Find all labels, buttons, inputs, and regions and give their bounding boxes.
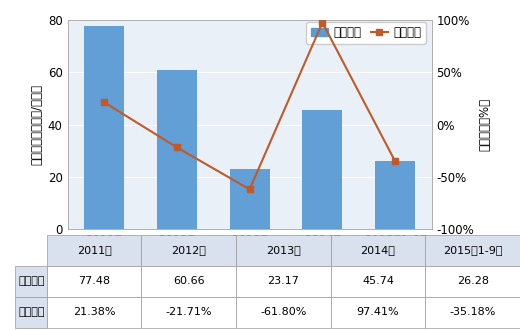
Bar (157, 71, 197, 229)
Y-axis label: 出口数量（万（米/千克）: 出口数量（万（米/千克） (31, 84, 44, 165)
Bar (375, 160, 415, 229)
Bar (84, 26, 124, 229)
Bar (303, 110, 343, 229)
Bar (230, 169, 270, 229)
Legend: 出口数量, 同比增长: 出口数量, 同比增长 (306, 21, 426, 44)
Y-axis label: 同比增速（%）: 同比增速（%） (478, 98, 491, 151)
